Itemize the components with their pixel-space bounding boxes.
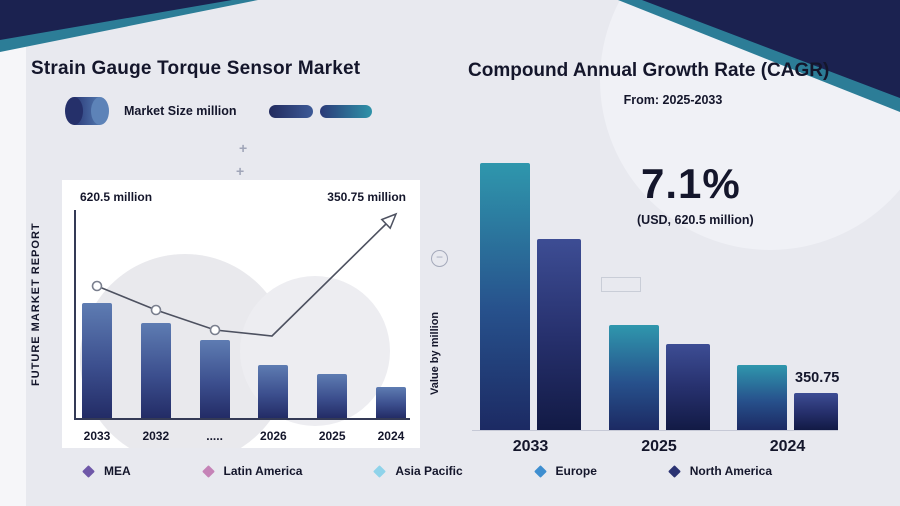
x-tick-label: 2026: [260, 429, 287, 443]
market-bar-2026: [258, 365, 289, 418]
bar-groups-container: 2033 2025 2024: [480, 148, 838, 455]
x-tick-label: .....: [206, 429, 223, 443]
x-tick-label: 2024: [377, 429, 405, 443]
bar-pair: [737, 365, 838, 430]
plus-decoration-icon: +: [239, 140, 248, 156]
left-edge-strip: [0, 0, 26, 506]
cagr-bar-chart: 2033 2025 2024: [472, 148, 838, 455]
legend-label: Latin America: [223, 464, 303, 478]
legend-item-latin-america: Latin America: [201, 464, 303, 478]
year-label-2033: 2033: [512, 438, 549, 455]
legend-label: Asia Pacific: [395, 464, 463, 478]
cagr-subtitle: From: 2025-2033: [623, 93, 723, 107]
series-secondary-bar-2025: [665, 344, 710, 430]
diamond-icon: [533, 464, 547, 478]
market-size-bar-chart: 2033 2032..... 2026 2025 2024 620.5 million …: [62, 180, 420, 448]
series-primary-bar-2024: [737, 365, 787, 430]
cagr-title: Compound Annual Growth Rate (CAGR): [468, 60, 830, 81]
plus-decoration-icon: +: [236, 163, 245, 179]
corner-decoration-top-left: [0, 0, 232, 40]
market-size-legend-label: Market Size million: [124, 104, 237, 118]
diamond-icon: [373, 464, 387, 478]
future-market-report-label: FUTURE MARKET REPORT: [30, 222, 42, 386]
cagr-note: (USD, 620.5 million): [637, 213, 754, 227]
series-secondary-bar-2033: [537, 239, 581, 430]
bar-group-2033: 2033: [480, 163, 581, 455]
series-secondary-bar-2024: [794, 393, 838, 430]
x-tick-label: 2032: [142, 429, 170, 443]
y-axis-line: [74, 210, 76, 420]
cylinder-icon: [65, 97, 109, 125]
x-axis-labels: 2033 2032..... 2026 2025 2024: [78, 429, 410, 443]
baseline: [472, 430, 838, 431]
bar-pair: [480, 163, 581, 430]
cagr-value: 7.1%: [641, 160, 741, 207]
market-size-legend: Market Size million: [64, 96, 372, 126]
x-axis-line: [74, 418, 410, 420]
market-bar-2033: [82, 303, 112, 418]
x-tick-label: 2025: [318, 429, 346, 443]
legend-item-north-america: North America: [667, 464, 772, 478]
pill-decoration-navy: [268, 104, 313, 118]
value-by-million-label: Value by million: [429, 311, 441, 395]
diamond-icon: [201, 464, 215, 478]
market-bar-2025: [317, 374, 348, 418]
market-bar-2032: [140, 323, 171, 418]
x-tick-label: 2033: [83, 429, 111, 443]
bar-pair: [608, 325, 710, 430]
bar-group-2024: 2024: [737, 365, 838, 455]
left-chart-title: Strain Gauge Torque Sensor Market: [31, 58, 361, 79]
year-label-2024: 2024: [769, 438, 806, 455]
legend-label: North America: [689, 464, 772, 478]
legend-item-asia-pacific: Asia Pacific: [373, 464, 463, 478]
legend-item-europe: Europe: [533, 464, 597, 478]
series-primary-bar-2025: [608, 325, 659, 430]
series-primary-bar-2033: [480, 163, 530, 430]
pill-decoration-teal: [319, 104, 372, 118]
diamond-icon: [82, 464, 95, 478]
annotation-620-million: 620.5 million: [80, 190, 153, 204]
region-legend: MEA Latin America Asia Pacific Europe North …: [82, 464, 772, 478]
market-bar-2024: [375, 387, 406, 418]
bars-container: [78, 303, 410, 418]
annotation-350-75: 350.75: [795, 370, 840, 386]
diamond-icon: [667, 464, 681, 478]
faint-rect-decoration: [601, 277, 641, 292]
annotation-350-million: 350.75 million: [327, 190, 406, 204]
year-label-2025: 2025: [641, 438, 677, 455]
minus-circle-icon: −: [431, 250, 448, 267]
legend-label: MEA: [104, 464, 131, 478]
market-bar-dots: [199, 340, 230, 418]
legend-item-mea: MEA: [82, 464, 131, 478]
bar-group-2025: 2025: [608, 325, 710, 455]
legend-label: Europe: [555, 464, 597, 478]
